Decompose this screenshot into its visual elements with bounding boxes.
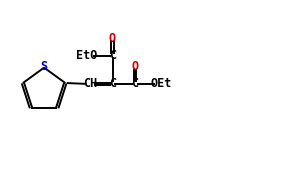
Text: O: O [109,32,116,45]
Text: C: C [131,77,138,90]
Text: C: C [109,49,116,62]
Text: O: O [131,60,138,73]
Text: S: S [40,60,48,73]
Text: EtO: EtO [76,49,97,62]
Text: CH: CH [83,77,97,90]
Text: C: C [109,77,116,90]
Text: OEt: OEt [151,77,172,90]
